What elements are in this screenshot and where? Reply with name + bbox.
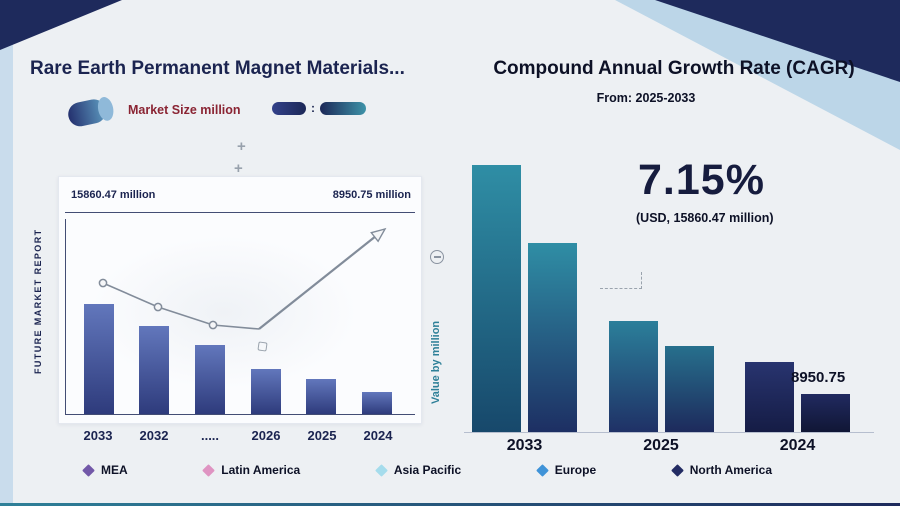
x-axis-line (65, 414, 415, 415)
footer-legend: MEA Latin America Asia Pacific Europe North … (82, 463, 772, 477)
market-value-left: 15860.47 million (71, 189, 156, 201)
legend-label: North America (689, 463, 772, 477)
legend-diamond-icon (82, 463, 95, 477)
market-size-x-label: ..... (200, 428, 220, 443)
legend-item-europe: Europe (535, 463, 597, 477)
legend-label: Europe (554, 463, 597, 477)
market-size-chart-panel: 15860.47 million 8950.75 million (58, 176, 422, 424)
plus-decoration: + (237, 138, 246, 155)
cagr-bar-group-2024 (745, 162, 850, 432)
plus-decoration: + (234, 160, 243, 177)
market-size-x-labels: 2033 2032..... 2026 2025 2024 (58, 428, 422, 443)
cagr-title: Compound Annual Growth Rate (CAGR) (493, 58, 855, 79)
cagr-subtitle: From: 2025-2033 (596, 91, 696, 105)
market-value-right: 8950.75 million (332, 189, 411, 201)
market-size-bar-2 (139, 325, 170, 414)
cagr-bar-2025-2 (664, 345, 714, 432)
cagr-x-label: 2024 (779, 437, 816, 454)
market-size-x-label: 2032 (139, 428, 169, 443)
market-size-bars (71, 218, 405, 414)
market-size-x-label: 2025 (307, 428, 337, 443)
market-size-x-label: 2026 (251, 428, 281, 443)
cagr-x-labels: 2033 2025 2024 (472, 437, 850, 455)
legend-item-mea: MEA (82, 463, 128, 477)
page-title: Rare Earth Permanent Magnet Materials... (30, 58, 405, 79)
cagr-bar-group-2033 (472, 162, 577, 432)
y-axis-line (65, 219, 66, 415)
market-size-x-label: 2033 (83, 428, 113, 443)
dashed-corner-decoration (600, 272, 642, 289)
navy-pill-icon (272, 102, 306, 115)
market-size-bar-5 (306, 378, 337, 414)
market-size-bar-6 (362, 392, 393, 414)
cagr-value: 7.15% (638, 156, 765, 204)
cagr-bar-2024-1 (745, 361, 794, 432)
legend-item-north-america: North America (670, 463, 772, 477)
legend-label: Asia Pacific (393, 463, 462, 477)
cylinder-icon (68, 97, 114, 127)
teal-pill-icon (320, 102, 366, 115)
legend-diamond-icon (535, 463, 549, 477)
cagr-bar-2033-1 (472, 164, 521, 432)
cagr-bar-groups (472, 162, 850, 432)
legend-diamond-icon (670, 463, 684, 477)
legend-item-latin-america: Latin America (202, 463, 301, 477)
legend-pills: : (272, 102, 366, 115)
bottom-edge-decoration (0, 503, 900, 506)
market-size-bar-3 (195, 345, 226, 414)
legend-label: Latin America (221, 463, 301, 477)
market-size-x-label: 2024 (363, 428, 393, 443)
cagr-x-label: 2033 (506, 437, 543, 454)
top-left-navy-decoration (0, 0, 122, 50)
legend-diamond-icon (202, 463, 216, 477)
cagr-x-label: 2025 (643, 437, 679, 454)
legend-label: MEA (101, 463, 128, 477)
cagr-bar-2024-2 (801, 394, 850, 432)
future-market-report-label: FUTURE MARKET REPORT (33, 228, 43, 374)
pill-separator: : (311, 101, 315, 115)
cagr-bar-group-2025 (608, 162, 714, 432)
square-decoration (257, 341, 268, 352)
market-size-bar-1 (83, 304, 114, 414)
panel-divider-line (65, 212, 415, 213)
cagr-caption: (USD, 15860.47 million) (636, 211, 774, 225)
cagr-baseline (464, 432, 874, 433)
market-size-legend-label: Market Size million (128, 103, 241, 117)
circle-minus-icon (430, 250, 444, 264)
legend-item-asia-pacific: Asia Pacific (374, 463, 462, 477)
left-edge-decoration (0, 40, 13, 506)
cagr-annotation-value: 8950.75 (791, 369, 846, 386)
cagr-bar-2033-2 (528, 243, 577, 432)
market-size-bar-4 (250, 368, 281, 414)
cagr-bar-2025-1 (608, 321, 658, 432)
value-by-million-label: Value by million (430, 320, 442, 404)
legend-diamond-icon (374, 463, 388, 477)
